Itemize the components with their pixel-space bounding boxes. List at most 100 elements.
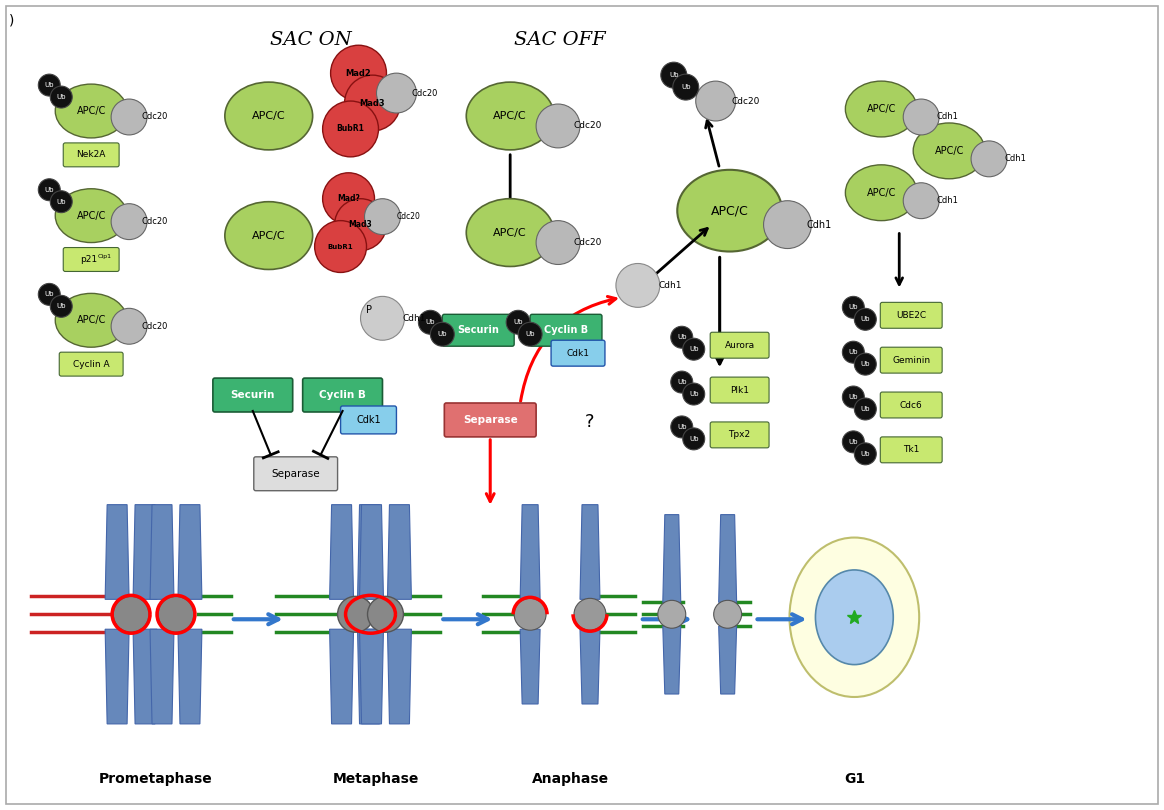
Polygon shape — [329, 505, 354, 599]
Circle shape — [314, 220, 367, 272]
Circle shape — [683, 339, 704, 360]
Text: APC/C: APC/C — [77, 106, 106, 116]
Circle shape — [854, 353, 876, 375]
FancyBboxPatch shape — [63, 143, 119, 167]
Text: Ub: Ub — [860, 451, 870, 457]
Circle shape — [111, 309, 147, 344]
Circle shape — [506, 310, 530, 335]
Circle shape — [683, 428, 704, 450]
Text: Ub: Ub — [525, 331, 535, 337]
Ellipse shape — [677, 170, 782, 252]
Circle shape — [158, 596, 194, 633]
Circle shape — [334, 198, 386, 250]
Text: Ub: Ub — [44, 187, 54, 193]
Text: Cdc20: Cdc20 — [574, 122, 602, 130]
Text: Aurora: Aurora — [724, 341, 754, 350]
Text: Anaphase: Anaphase — [532, 772, 609, 786]
Circle shape — [50, 190, 72, 213]
Circle shape — [616, 263, 660, 307]
Circle shape — [518, 322, 542, 346]
Circle shape — [361, 296, 404, 340]
Polygon shape — [662, 514, 681, 603]
Circle shape — [843, 431, 865, 453]
Circle shape — [368, 596, 404, 633]
Text: Ub: Ub — [513, 319, 523, 326]
Text: Metaphase: Metaphase — [332, 772, 419, 786]
Text: Ub: Ub — [426, 319, 435, 326]
Ellipse shape — [225, 202, 313, 270]
Circle shape — [658, 600, 686, 629]
Text: Ub: Ub — [849, 305, 858, 310]
Polygon shape — [718, 514, 737, 603]
Ellipse shape — [55, 293, 127, 347]
Circle shape — [903, 183, 939, 219]
Text: APC/C: APC/C — [251, 111, 285, 121]
Circle shape — [111, 99, 147, 135]
Polygon shape — [662, 626, 681, 694]
Text: Cdh1: Cdh1 — [936, 113, 958, 121]
Circle shape — [111, 203, 147, 240]
Polygon shape — [357, 629, 382, 724]
Text: ): ) — [9, 13, 15, 28]
Text: Securin: Securin — [457, 326, 499, 335]
Text: Ub: Ub — [689, 391, 698, 397]
Text: Tpx2: Tpx2 — [729, 430, 751, 439]
Circle shape — [537, 220, 580, 265]
Ellipse shape — [55, 84, 127, 138]
Text: P: P — [365, 305, 371, 315]
Circle shape — [854, 443, 876, 465]
Text: Cdc20: Cdc20 — [411, 88, 438, 97]
Text: Mad3: Mad3 — [360, 99, 385, 108]
Text: APC/C: APC/C — [494, 111, 527, 121]
FancyBboxPatch shape — [880, 347, 942, 373]
Text: Ub: Ub — [849, 394, 858, 400]
Text: Mad2: Mad2 — [346, 69, 371, 78]
Circle shape — [537, 104, 580, 148]
Text: Cdc20: Cdc20 — [397, 212, 420, 221]
Text: BubR1: BubR1 — [328, 244, 354, 249]
Text: Ub: Ub — [677, 379, 687, 385]
Circle shape — [764, 201, 811, 249]
Circle shape — [431, 322, 454, 346]
Circle shape — [38, 179, 61, 201]
Circle shape — [673, 75, 698, 100]
Text: Ub: Ub — [57, 198, 66, 205]
Circle shape — [345, 75, 400, 131]
Circle shape — [714, 600, 741, 629]
Text: Ub: Ub — [849, 349, 858, 355]
Ellipse shape — [845, 81, 917, 137]
Circle shape — [661, 62, 687, 88]
FancyBboxPatch shape — [880, 302, 942, 328]
Circle shape — [843, 341, 865, 363]
Text: Cdc20: Cdc20 — [731, 96, 760, 105]
FancyBboxPatch shape — [551, 340, 605, 366]
Polygon shape — [150, 629, 173, 724]
Polygon shape — [580, 505, 599, 599]
Text: Ub: Ub — [849, 439, 858, 445]
Text: Cyclin B: Cyclin B — [544, 326, 588, 335]
Text: APC/C: APC/C — [866, 104, 896, 114]
Text: Cdh1: Cdh1 — [403, 313, 426, 323]
Ellipse shape — [789, 538, 920, 697]
Text: Ub: Ub — [44, 82, 54, 88]
Text: Cdh1: Cdh1 — [658, 281, 682, 290]
Circle shape — [670, 416, 693, 438]
Ellipse shape — [467, 198, 554, 266]
Text: Mad3: Mad3 — [349, 220, 372, 229]
Text: Cyclin A: Cyclin A — [73, 360, 109, 369]
Text: Cdk1: Cdk1 — [567, 348, 589, 358]
Text: Nek2A: Nek2A — [77, 151, 106, 160]
Circle shape — [376, 73, 417, 113]
Polygon shape — [133, 629, 157, 724]
Text: Geminin: Geminin — [892, 356, 930, 364]
Text: Plk1: Plk1 — [730, 386, 750, 394]
Circle shape — [903, 99, 939, 135]
Text: APC/C: APC/C — [494, 228, 527, 237]
Text: Ub: Ub — [689, 346, 698, 352]
FancyBboxPatch shape — [530, 314, 602, 346]
Polygon shape — [329, 629, 354, 724]
Polygon shape — [360, 505, 383, 599]
Text: Ub: Ub — [681, 84, 690, 90]
Polygon shape — [388, 629, 411, 724]
Circle shape — [670, 326, 693, 348]
